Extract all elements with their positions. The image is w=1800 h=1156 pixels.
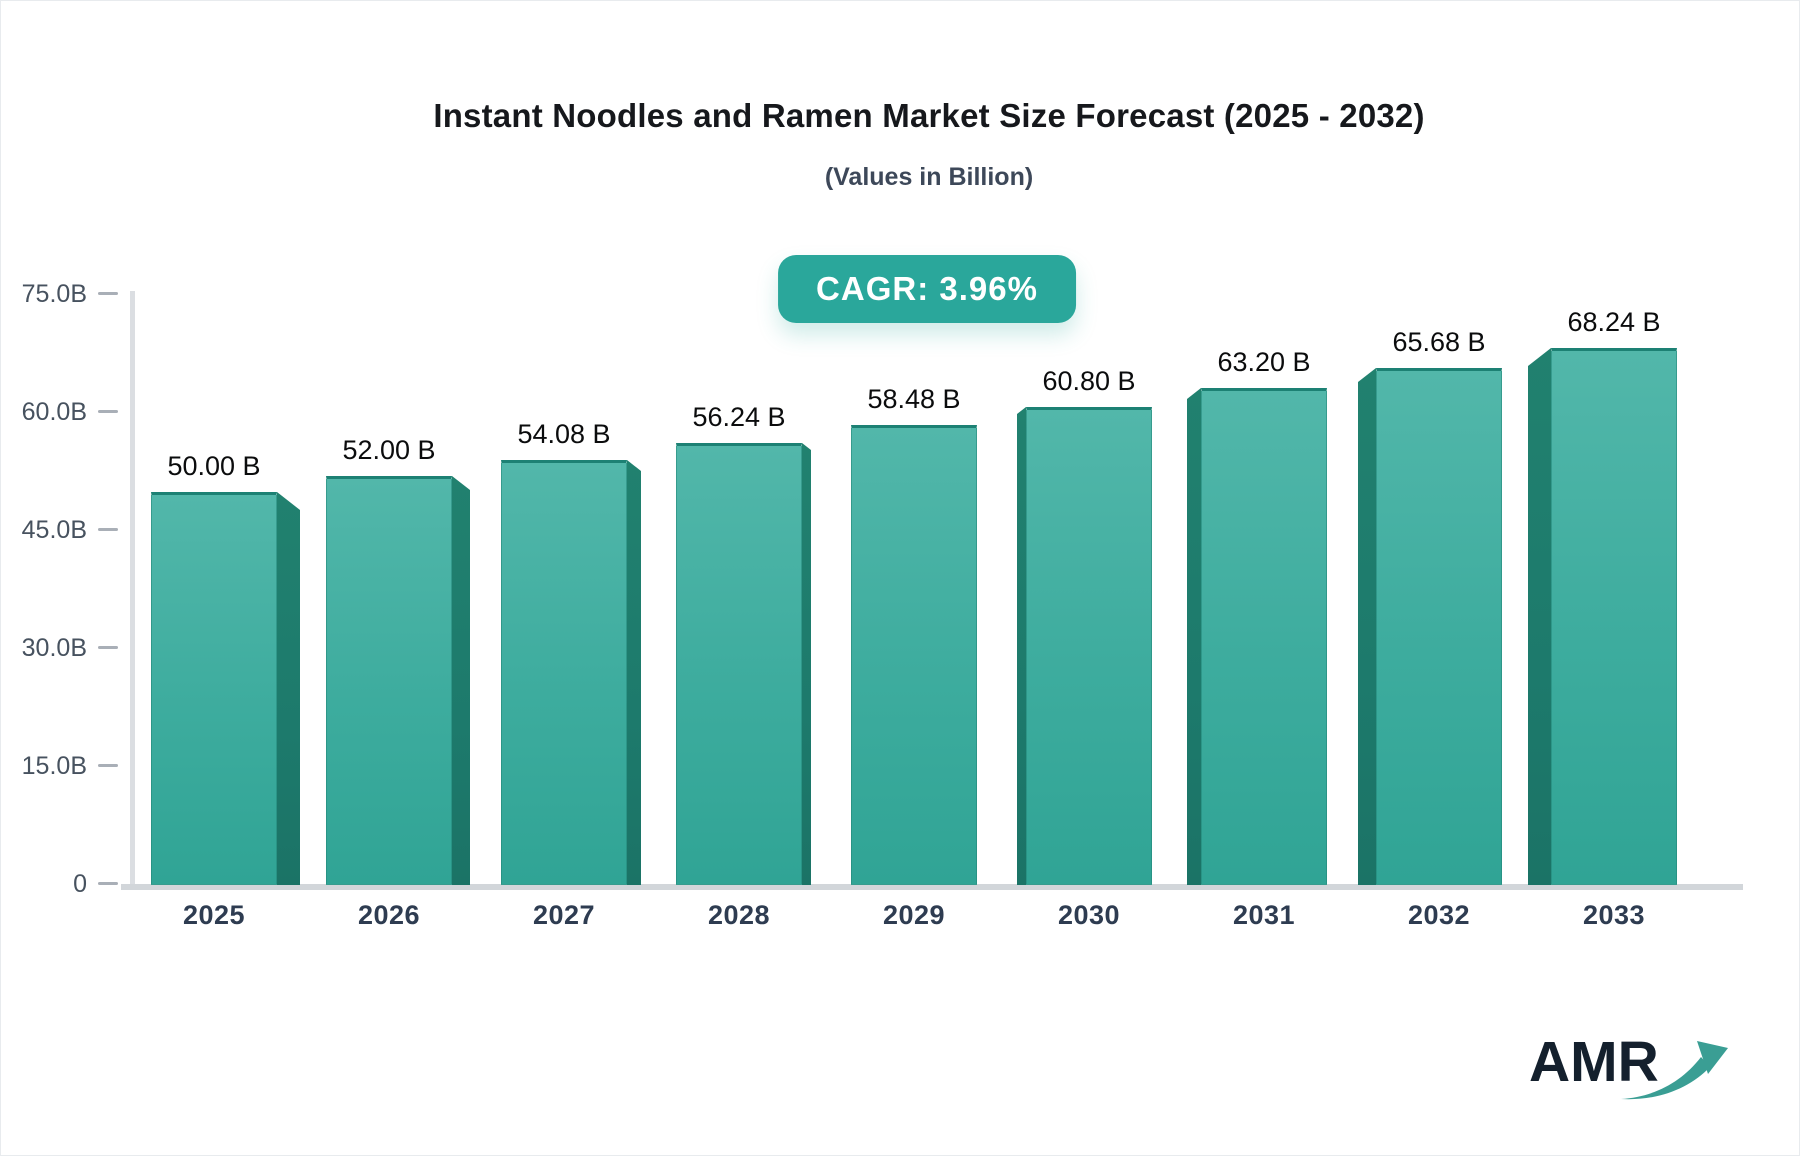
bar-side-shadow xyxy=(627,460,641,885)
bar-value-label: 52.00 B xyxy=(342,435,436,465)
x-axis-category-label: 2027 xyxy=(532,900,596,930)
bar-value-label: 54.08 B xyxy=(517,419,611,449)
y-axis-tick-label: 45.0B xyxy=(21,516,87,544)
y-axis-tick xyxy=(98,646,118,649)
y-axis-tick-label: 15.0B xyxy=(21,752,87,780)
y-axis-tick xyxy=(98,292,118,295)
y-axis-tick xyxy=(98,764,118,767)
bar-face xyxy=(1026,407,1152,885)
amr-logo: AMR xyxy=(1529,1030,1728,1111)
growth-arrow-icon xyxy=(1617,1039,1733,1110)
bar-value-label: 60.80 B xyxy=(1042,366,1136,396)
y-axis-tick-label: 75.0B xyxy=(21,280,87,308)
bar-face xyxy=(1376,368,1502,885)
bar-value-label: 65.68 B xyxy=(1392,327,1486,357)
x-axis-category-label: 2025 xyxy=(182,900,246,930)
y-axis-tick-label: 60.0B xyxy=(21,398,87,426)
bar-face xyxy=(676,443,802,885)
bar-value-label: 58.48 B xyxy=(867,384,961,414)
bar-side-shadow xyxy=(1528,348,1551,885)
bar-face xyxy=(1551,348,1677,885)
bar-side-shadow xyxy=(277,492,300,885)
bar-side-shadow xyxy=(1017,407,1026,885)
bar-value-label: 68.24 B xyxy=(1567,307,1661,337)
bar-2030: 60.80 B xyxy=(1002,1,1177,885)
bar-2029: 58.48 B xyxy=(827,1,1002,885)
bar-value-label: 63.20 B xyxy=(1217,347,1311,377)
x-axis-category-label: 2030 xyxy=(1057,900,1121,930)
bar-side-shadow xyxy=(452,476,470,885)
x-axis-category-label: 2033 xyxy=(1582,900,1646,930)
y-axis-tick-label: 0 xyxy=(73,870,87,898)
y-axis-tick-label: 30.0B xyxy=(21,634,87,662)
x-axis-category-label: 2028 xyxy=(707,900,771,930)
chart-subtitle: (Values in Billion) xyxy=(824,163,1034,191)
bar-value-label: 50.00 B xyxy=(167,451,261,481)
bar-side-shadow xyxy=(1358,368,1376,885)
bar-face xyxy=(151,492,277,885)
bar-2028: 56.24 B xyxy=(652,1,827,885)
bar-2033: 68.24 B xyxy=(1527,1,1702,885)
y-axis-tick xyxy=(98,882,118,885)
x-axis-category-label: 2026 xyxy=(357,900,421,930)
bar-face xyxy=(851,425,977,885)
bar-2027: 54.08 B xyxy=(477,1,652,885)
chart-title: Instant Noodles and Ramen Market Size Fo… xyxy=(433,97,1425,134)
bar-2032: 65.68 B xyxy=(1352,1,1527,885)
y-axis-tick xyxy=(98,528,118,531)
x-axis-category-label: 2029 xyxy=(882,900,946,930)
x-axis-category-label: 2031 xyxy=(1232,900,1296,930)
bar-side-shadow xyxy=(1187,388,1201,885)
y-axis-line xyxy=(130,291,135,890)
bar-side-shadow xyxy=(802,443,811,885)
bar-face xyxy=(501,460,627,885)
x-axis-category-label: 2032 xyxy=(1407,900,1471,930)
bar-2025: 50.00 B xyxy=(127,1,302,885)
amr-logo-text: AMR xyxy=(1529,1030,1659,1094)
cagr-badge: CAGR: 3.96% xyxy=(778,255,1076,323)
bar-2026: 52.00 B xyxy=(302,1,477,885)
bar-value-label: 56.24 B xyxy=(692,402,786,432)
bar-face xyxy=(326,476,452,885)
y-axis-tick xyxy=(98,410,118,413)
x-axis-baseline xyxy=(121,884,1743,890)
bar-2031: 63.20 B xyxy=(1177,1,1352,885)
bar-face xyxy=(1201,388,1327,885)
